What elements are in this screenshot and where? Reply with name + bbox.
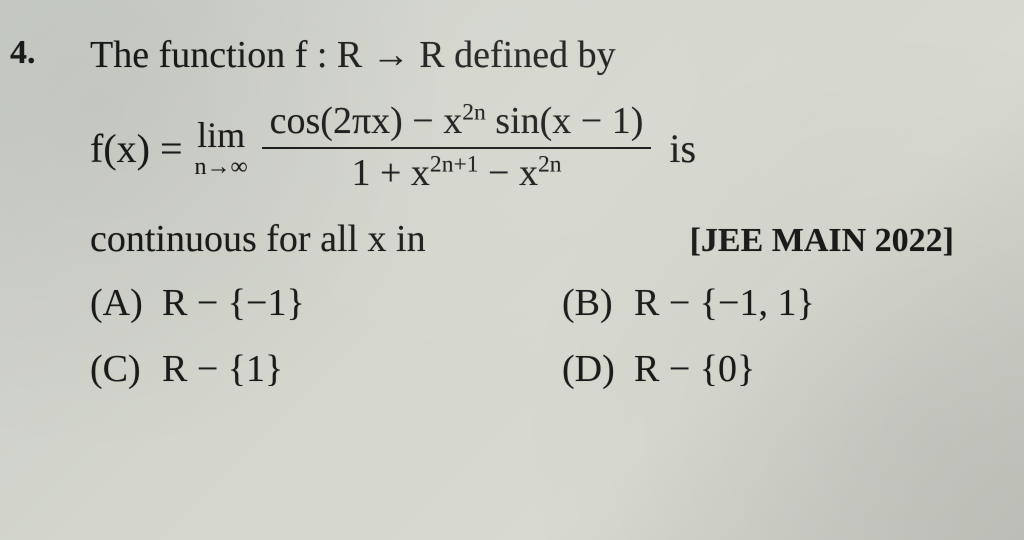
fx-equals: f(x) = (90, 125, 183, 172)
denominator-exp-2: 2n (538, 151, 562, 177)
denominator-part-b: − x (479, 152, 538, 194)
numerator-part-b: sin(x − 1) (486, 100, 644, 142)
option-a-text: R − {−1} (162, 282, 305, 324)
numerator-part-a: cos(2πx) − x (270, 100, 463, 142)
exam-tag: [JEE MAIN 2022] (690, 222, 954, 260)
question-block: 4. The function f : R → R defined by f(x… (0, 0, 1024, 411)
arrow-icon: → (372, 34, 410, 76)
option-d[interactable]: (D)R − {0} (562, 347, 974, 391)
stem-suffix: R defined by (410, 34, 616, 76)
fraction: cos(2πx) − x2n sin(x − 1) 1 + x2n+1 − x2… (262, 101, 652, 195)
denominator-exp-1: 2n+1 (430, 151, 479, 177)
option-c-label: (C) (90, 347, 162, 391)
option-a[interactable]: (A)R − {−1} (90, 281, 502, 325)
numerator: cos(2πx) − x2n sin(x − 1) (262, 101, 652, 143)
option-c[interactable]: (C)R − {1} (90, 347, 502, 391)
fraction-bar (262, 147, 652, 149)
limit-symbol: lim (197, 117, 245, 153)
option-d-text: R − {0} (634, 348, 755, 390)
options-grid: (A)R − {−1} (B)R − {−1, 1} (C)R − {1} (D… (90, 281, 974, 391)
function-definition: f(x) = lim n→∞ cos(2πx) − x2n sin(x − 1)… (90, 101, 974, 195)
denominator-part-a: 1 + x (351, 152, 429, 194)
trail-is: is (669, 125, 696, 172)
limit-operator: lim n→∞ (195, 117, 248, 179)
option-b-text: R − {−1, 1} (634, 282, 815, 324)
stem-prefix: The function f : R (90, 34, 372, 76)
question-stem: The function f : R → R defined by (90, 30, 974, 81)
option-b[interactable]: (B)R − {−1, 1} (562, 281, 974, 325)
option-b-label: (B) (562, 281, 634, 325)
limit-subscript: n→∞ (195, 155, 248, 179)
numerator-exp-1: 2n (462, 100, 486, 126)
continuous-row: continuous for all x in [JEE MAIN 2022] (90, 217, 974, 261)
continuous-text: continuous for all x in (90, 217, 426, 261)
option-c-text: R − {1} (162, 348, 283, 390)
denominator: 1 + x2n+1 − x2n (343, 153, 569, 195)
option-d-label: (D) (562, 347, 634, 391)
question-number: 4. (10, 34, 36, 72)
option-a-label: (A) (90, 281, 162, 325)
